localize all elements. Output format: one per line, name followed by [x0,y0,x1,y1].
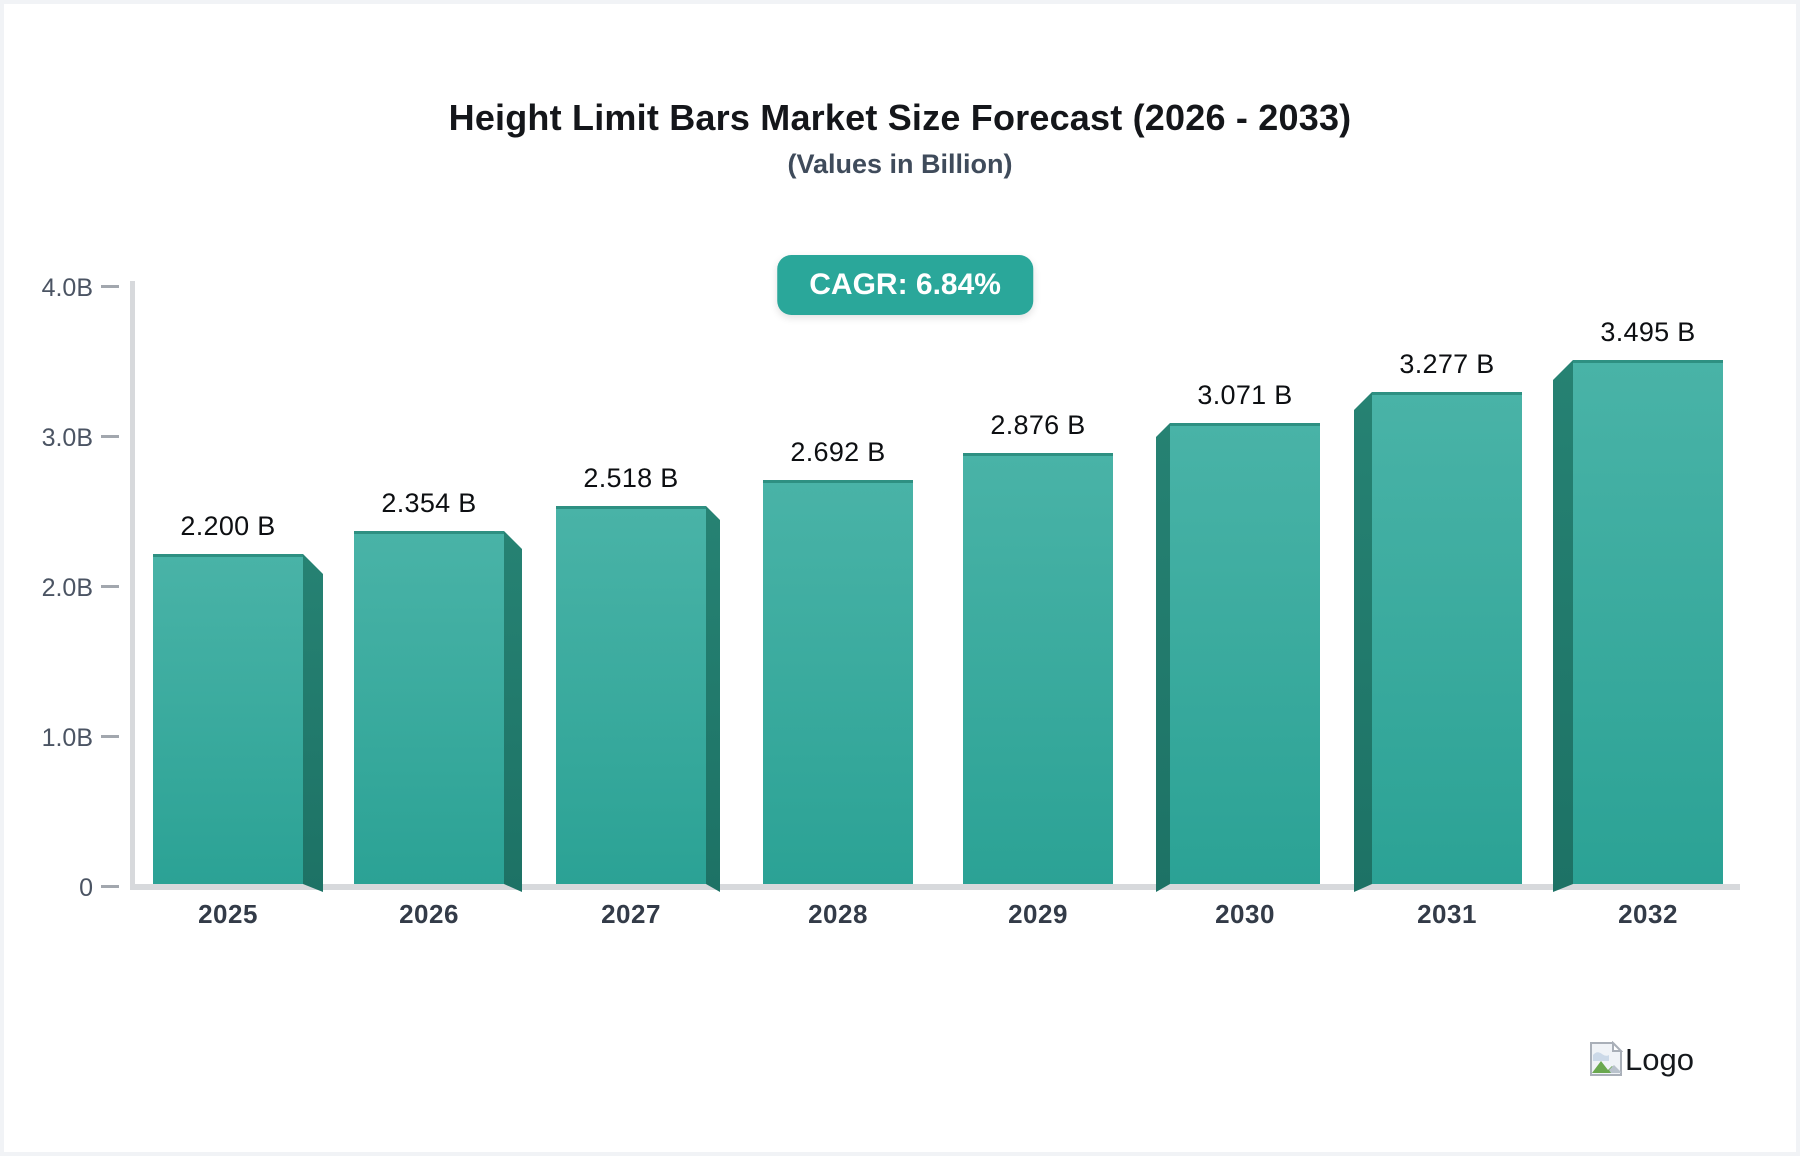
bar [763,480,913,884]
bar [1573,360,1723,884]
bar-side-face [1354,392,1372,892]
chart-title: Height Limit Bars Market Size Forecast (… [448,97,1352,138]
y-axis-tick-label: 0 [79,874,93,902]
cagr-badge: CAGR: 6.84% [777,255,1033,315]
bar-value-label: 3.071 B [1197,380,1293,410]
bar-value-label: 2.876 B [990,410,1086,440]
bar [556,506,706,884]
x-axis-label: 2032 [1618,899,1678,929]
x-axis-label: 2028 [808,899,868,929]
x-axis-label: 2027 [601,899,661,929]
y-axis-tick [101,435,119,438]
y-axis-tick-label: 4.0B [41,274,93,302]
bar-side-face [706,506,720,892]
y-axis-tick-label: 1.0B [41,724,93,752]
bar [1372,392,1522,884]
y-axis-tick-label: 2.0B [41,574,93,602]
y-axis-tick [101,585,119,588]
bar-value-label: 2.354 B [381,488,477,518]
x-axis-label: 2029 [1008,899,1068,929]
broken-image-icon [1590,1041,1624,1076]
bar-value-label: 3.495 B [1600,317,1696,347]
bar [1170,423,1320,884]
bar-value-label: 2.200 B [180,511,276,541]
bar-value-label: 2.518 B [583,463,679,493]
y-axis-tick-label: 3.0B [41,424,93,452]
x-axis-line [130,884,1740,890]
y-axis-tick [101,885,119,888]
y-axis-tick [101,735,119,738]
bar-side-face [1553,360,1573,892]
bar-side-face [1156,423,1170,892]
logo: Logo [1589,1041,1694,1077]
x-axis-label: 2026 [399,899,459,929]
bar-side-face [504,531,522,892]
x-axis-label: 2025 [198,899,258,929]
x-axis-label: 2030 [1215,899,1275,929]
y-axis-tick [101,285,119,288]
bar-value-label: 2.692 B [790,437,886,467]
x-axis-label: 2031 [1417,899,1477,929]
bar-value-label: 3.277 B [1399,349,1495,379]
bar-side-face [303,554,323,892]
chart-subtitle: (Values in Billion) [787,149,1013,179]
bar [354,531,504,884]
logo-alt-text: Logo [1625,1041,1694,1077]
bar [153,554,303,884]
y-axis-line [130,281,135,890]
bar [963,453,1113,884]
